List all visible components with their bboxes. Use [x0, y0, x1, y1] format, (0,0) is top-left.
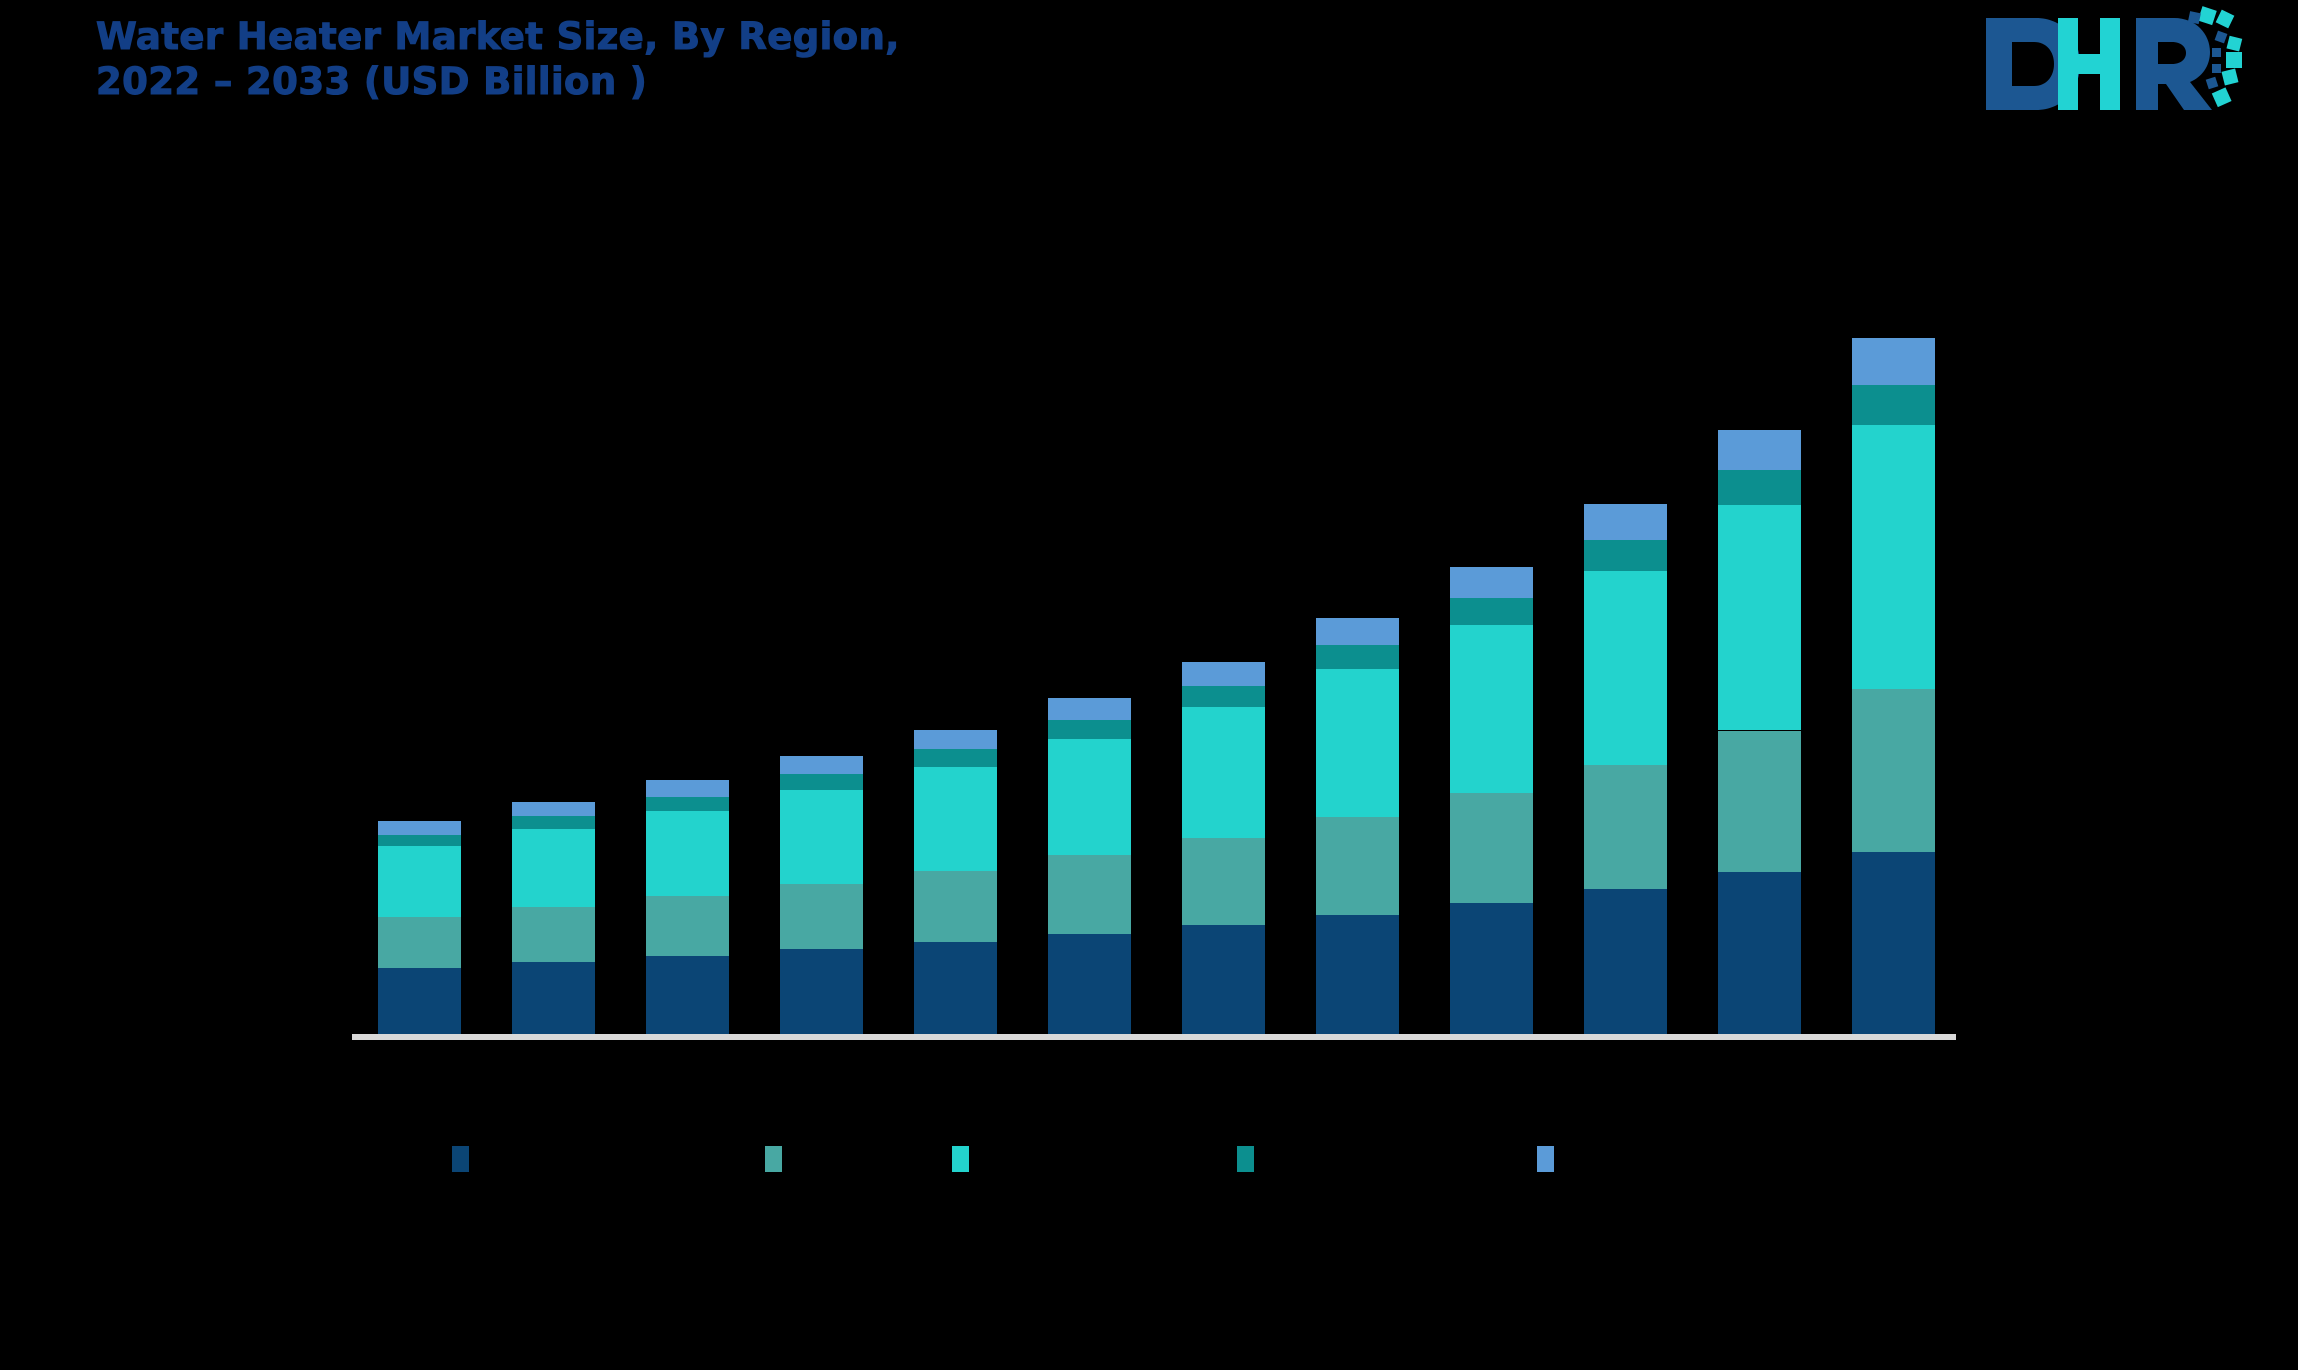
bar-segment — [1182, 925, 1265, 1034]
bar-segment — [1584, 504, 1667, 540]
bar-segment — [914, 870, 997, 943]
legend-label: Europe — [792, 1147, 857, 1170]
bar-segment — [646, 780, 729, 797]
legend-item[interactable]: North America — [452, 1142, 606, 1176]
bar-segment — [1852, 384, 1935, 426]
bar-group — [780, 755, 863, 1034]
legend-label: Asia Pacific — [979, 1147, 1083, 1170]
bar-segment — [1182, 661, 1265, 687]
bar-segment — [1048, 855, 1131, 935]
bar-segment — [1852, 851, 1935, 1034]
bar-segment — [378, 916, 461, 968]
bar-segment — [780, 789, 863, 884]
bar-segment — [512, 906, 595, 962]
bar-segment — [1316, 618, 1399, 646]
logo-letter-h — [2058, 18, 2120, 110]
bar-segment — [378, 846, 461, 917]
bar-segment — [1584, 539, 1667, 571]
bar-segment — [780, 773, 863, 790]
logo-pixel-arc — [2187, 6, 2243, 108]
page-title: Water Heater Market Size, By Region, 202… — [95, 14, 900, 104]
bar-group — [914, 729, 997, 1034]
bar-segment — [378, 821, 461, 835]
bar-segment — [1718, 429, 1801, 470]
x-axis-baseline — [352, 1034, 1956, 1040]
bar-group — [1048, 697, 1131, 1034]
bar-segment — [646, 895, 729, 956]
legend-swatch-icon — [1237, 1146, 1254, 1172]
chart-legend: North America Europe Asia Pacific Latin Ame… — [0, 1142, 2298, 1182]
logo-letter-r — [2136, 18, 2212, 110]
bar-segment — [646, 955, 729, 1034]
bar-segment — [1316, 645, 1399, 670]
bar-segment — [646, 796, 729, 811]
legend-item[interactable]: MEA — [1537, 1142, 1607, 1176]
legend-swatch-icon — [452, 1146, 469, 1172]
bar-segment — [1584, 570, 1667, 765]
bar-segment — [914, 729, 997, 750]
bar-segment — [1182, 707, 1265, 838]
bar-group — [1852, 338, 1935, 1034]
bar-segment — [1852, 338, 1935, 385]
bar-segment — [1316, 669, 1399, 818]
bar-segment — [1450, 793, 1533, 903]
bar-segment — [512, 829, 595, 907]
bar-segment — [1584, 764, 1667, 889]
bar-segment — [1718, 505, 1801, 731]
bar-segment — [1718, 730, 1801, 872]
legend-swatch-icon — [1537, 1146, 1554, 1172]
bar-segment — [780, 949, 863, 1034]
bar-segment — [378, 834, 461, 847]
bar-segment — [914, 766, 997, 871]
bar-segment — [1450, 566, 1533, 598]
bar-group — [1584, 504, 1667, 1034]
bar-segment — [1450, 624, 1533, 794]
legend-swatch-icon — [765, 1146, 782, 1172]
bar-group — [1718, 429, 1801, 1034]
bar-segment — [1316, 914, 1399, 1034]
bar-segment — [1584, 888, 1667, 1034]
bar-segment — [1048, 934, 1131, 1034]
bar-segment — [1048, 697, 1131, 720]
bar-segment — [1048, 738, 1131, 856]
bar-group — [512, 801, 595, 1034]
bar-group — [1316, 618, 1399, 1034]
bar-segment — [914, 942, 997, 1034]
bar-segment — [512, 816, 595, 830]
bar-segment — [914, 749, 997, 767]
bar-group — [1450, 566, 1533, 1034]
bar-group — [646, 780, 729, 1034]
bar-group — [1182, 661, 1265, 1034]
bar-segment — [1316, 817, 1399, 915]
dhr-logo — [1976, 4, 2276, 124]
bar-segment — [1718, 469, 1801, 506]
bar-segment — [512, 961, 595, 1034]
bar-segment — [1718, 871, 1801, 1034]
bar-segment — [378, 967, 461, 1034]
legend-item[interactable]: Europe — [765, 1142, 857, 1176]
bar-segment — [512, 801, 595, 817]
logo-letter-d — [1986, 18, 2080, 110]
bar-segment — [646, 810, 729, 896]
legend-swatch-icon — [952, 1146, 969, 1172]
bar-segment — [1852, 689, 1935, 852]
bar-segment — [1852, 425, 1935, 690]
bar-segment — [1048, 719, 1131, 739]
bar-segment — [1450, 597, 1533, 625]
legend-label: North America — [479, 1147, 606, 1170]
bar-segment — [1450, 902, 1533, 1034]
bar-segment — [1182, 837, 1265, 926]
legend-item[interactable]: Latin America — [1237, 1142, 1385, 1176]
legend-label: Latin America — [1264, 1147, 1386, 1170]
bar-segment — [1182, 686, 1265, 708]
bar-segment — [780, 755, 863, 774]
bar-group — [378, 821, 461, 1034]
bar-segment — [780, 883, 863, 950]
legend-item[interactable]: Asia Pacific — [952, 1142, 1082, 1176]
legend-label: MEA — [1564, 1147, 1608, 1170]
